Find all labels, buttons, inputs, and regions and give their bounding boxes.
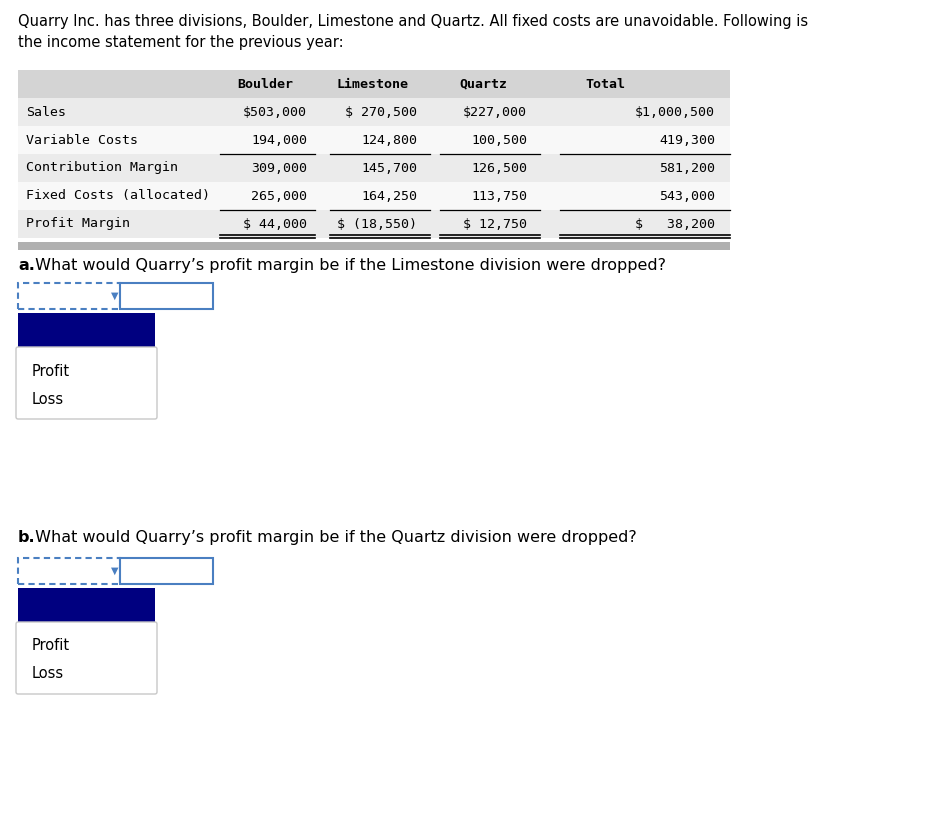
Text: b.: b. <box>18 530 36 545</box>
Text: Contribution Margin: Contribution Margin <box>26 162 178 174</box>
Text: 419,300: 419,300 <box>659 134 715 146</box>
Bar <box>18 126 730 154</box>
Text: $ 12,750: $ 12,750 <box>463 217 527 230</box>
Text: 145,700: 145,700 <box>361 162 417 174</box>
Text: 581,200: 581,200 <box>659 162 715 174</box>
Text: Boulder: Boulder <box>237 78 293 91</box>
Bar <box>18 588 155 624</box>
Text: 309,000: 309,000 <box>251 162 307 174</box>
Text: Profit: Profit <box>32 638 70 653</box>
Text: $227,000: $227,000 <box>463 106 527 118</box>
Text: Variable Costs: Variable Costs <box>26 134 138 146</box>
Text: 124,800: 124,800 <box>361 134 417 146</box>
Bar <box>18 313 155 349</box>
Text: $ 270,500: $ 270,500 <box>345 106 417 118</box>
Text: $ (18,550): $ (18,550) <box>337 217 417 230</box>
Text: the income statement for the previous year:: the income statement for the previous ye… <box>18 35 343 50</box>
Text: 194,000: 194,000 <box>251 134 307 146</box>
Text: 164,250: 164,250 <box>361 189 417 202</box>
Bar <box>18 210 730 238</box>
Text: $503,000: $503,000 <box>243 106 307 118</box>
Text: a.: a. <box>18 258 35 273</box>
Text: $ 44,000: $ 44,000 <box>243 217 307 230</box>
Text: ▼: ▼ <box>111 566 118 576</box>
Text: 100,500: 100,500 <box>471 134 527 146</box>
Text: ▼: ▼ <box>111 291 118 301</box>
Bar <box>18 154 730 182</box>
Text: 113,750: 113,750 <box>471 189 527 202</box>
Text: Profit: Profit <box>32 363 70 378</box>
Text: Profit Margin: Profit Margin <box>26 217 130 230</box>
FancyBboxPatch shape <box>16 347 157 419</box>
Bar <box>18 70 730 98</box>
Text: Loss: Loss <box>32 392 64 406</box>
Text: $   38,200: $ 38,200 <box>635 217 715 230</box>
Bar <box>18 182 730 210</box>
FancyBboxPatch shape <box>120 558 213 584</box>
Text: Loss: Loss <box>32 667 64 681</box>
FancyBboxPatch shape <box>120 283 213 309</box>
FancyBboxPatch shape <box>18 283 120 309</box>
Text: Fixed Costs (allocated): Fixed Costs (allocated) <box>26 189 210 202</box>
Text: Quartz: Quartz <box>459 78 507 91</box>
Text: Sales: Sales <box>26 106 66 118</box>
Text: What would Quarry’s profit margin be if the Quartz division were dropped?: What would Quarry’s profit margin be if … <box>30 530 636 545</box>
Text: 543,000: 543,000 <box>659 189 715 202</box>
Text: $1,000,500: $1,000,500 <box>635 106 715 118</box>
FancyBboxPatch shape <box>16 622 157 694</box>
Text: Limestone: Limestone <box>337 78 409 91</box>
Text: Total: Total <box>585 78 625 91</box>
Text: What would Quarry’s profit margin be if the Limestone division were dropped?: What would Quarry’s profit margin be if … <box>30 258 666 273</box>
Text: Quarry Inc. has three divisions, Boulder, Limestone and Quartz. All fixed costs : Quarry Inc. has three divisions, Boulder… <box>18 14 808 29</box>
Bar <box>18 242 730 250</box>
Text: 126,500: 126,500 <box>471 162 527 174</box>
Text: 265,000: 265,000 <box>251 189 307 202</box>
FancyBboxPatch shape <box>18 558 120 584</box>
Bar <box>18 98 730 126</box>
